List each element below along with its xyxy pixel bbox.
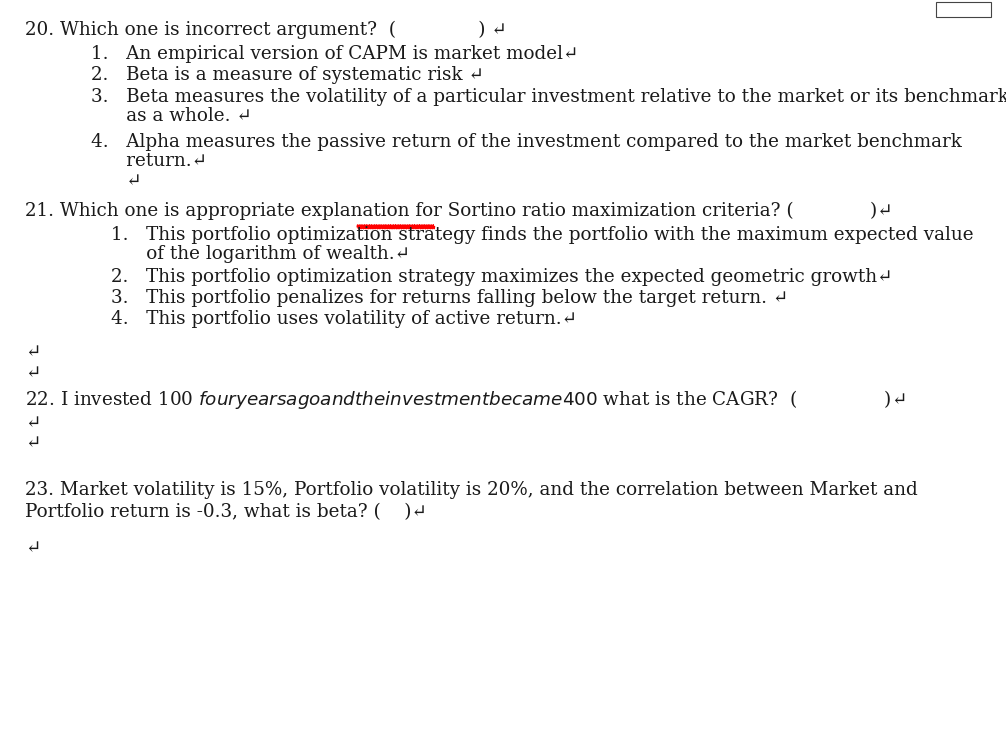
Text: 4.   This portfolio uses volatility of active return.↵: 4. This portfolio uses volatility of act…	[111, 310, 576, 327]
Text: ↵: ↵	[25, 364, 40, 382]
Text: 1.   This portfolio optimization strategy finds the portfolio with the maximum e: 1. This portfolio optimization strategy …	[111, 226, 973, 244]
Text: 4.   Alpha measures the passive return of the investment compared to the market : 4. Alpha measures the passive return of …	[91, 133, 962, 151]
FancyBboxPatch shape	[936, 2, 991, 17]
Text: ↵: ↵	[25, 343, 40, 361]
Text: 3.   This portfolio penalizes for returns falling below the target return. ↵: 3. This portfolio penalizes for returns …	[111, 289, 788, 307]
Text: as a whole. ↵: as a whole. ↵	[91, 107, 252, 125]
Text: 23. Market volatility is 15%, Portfolio volatility is 20%, and the correlation b: 23. Market volatility is 15%, Portfolio …	[25, 481, 917, 499]
Text: ↵: ↵	[25, 434, 40, 452]
Text: 22. I invested 100 $ four years ago and the investment became 400$ what is the C: 22. I invested 100 $ four years ago and …	[25, 388, 905, 411]
Text: of the logarithm of wealth.↵: of the logarithm of wealth.↵	[111, 245, 409, 263]
Text: ↵: ↵	[25, 414, 40, 432]
Text: ↵: ↵	[25, 539, 40, 557]
Text: 2.   Beta is a measure of systematic risk ↵: 2. Beta is a measure of systematic risk …	[91, 66, 484, 84]
Text: 1.   An empirical version of CAPM is market model↵: 1. An empirical version of CAPM is marke…	[91, 45, 577, 63]
Text: ↵: ↵	[91, 172, 141, 189]
Text: 3.   Beta measures the volatility of a particular investment relative to the mar: 3. Beta measures the volatility of a par…	[91, 88, 1006, 106]
Text: 21. Which one is appropriate explanation for Sortino ratio maximization criteria: 21. Which one is appropriate explanation…	[25, 201, 892, 219]
Text: Portfolio return is -0.3, what is beta? (    )↵: Portfolio return is -0.3, what is beta? …	[25, 504, 427, 521]
Text: 2.   This portfolio optimization strategy maximizes the expected geometric growt: 2. This portfolio optimization strategy …	[111, 268, 892, 286]
Text: 20. Which one is incorrect argument?  (              ) ↵: 20. Which one is incorrect argument? ( )…	[25, 21, 507, 39]
Text: return.↵: return.↵	[91, 152, 206, 170]
